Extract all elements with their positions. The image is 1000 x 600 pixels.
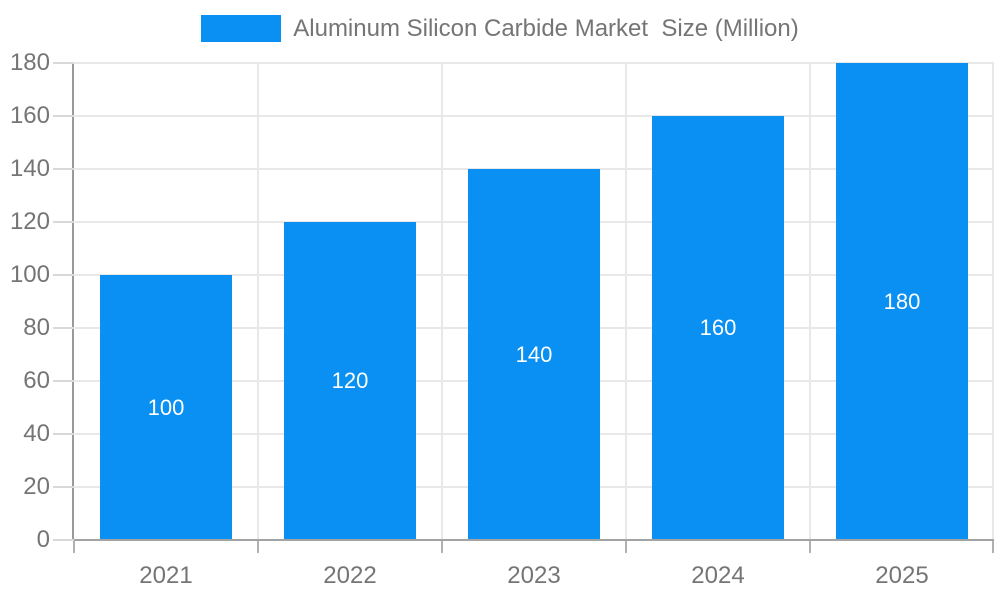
y-tick-label: 140 (9, 155, 50, 182)
bar-value-label: 180 (883, 288, 921, 314)
bar-value-label: 100 (147, 394, 185, 420)
y-tick (53, 486, 74, 488)
legend-swatch (201, 15, 282, 42)
y-tick-label: 80 (23, 314, 50, 341)
y-tick-label: 0 (36, 526, 50, 553)
gridline-v (257, 63, 259, 540)
x-tick (625, 541, 627, 553)
gridline-v (625, 63, 627, 540)
bar-value-label: 160 (699, 315, 737, 340)
bar: 100 (100, 275, 232, 540)
plot-area: 100 120 140 160 180 (74, 62, 994, 540)
y-tick-label: 180 (9, 49, 50, 76)
gridline-h (74, 62, 994, 64)
x-tick-label: 2022 (323, 562, 377, 589)
y-tick (53, 274, 74, 276)
bar: 160 (652, 116, 784, 540)
y-tick (53, 539, 74, 541)
gridline-h (74, 115, 994, 117)
x-tick-label: 2024 (691, 562, 745, 589)
y-tick-label: 160 (9, 102, 50, 129)
legend-label: Aluminum Silicon Carbide Market Size (Mi… (293, 15, 799, 42)
gridline-v (441, 63, 443, 540)
gridline-v (809, 63, 811, 540)
y-tick (53, 380, 74, 382)
x-tick-label: 2025 (875, 562, 929, 589)
bar-value-label: 120 (331, 368, 369, 393)
x-tick (73, 541, 75, 553)
gridline-v (992, 63, 994, 540)
y-tick-label: 40 (23, 420, 50, 447)
y-tick (53, 221, 74, 223)
y-tick-label: 20 (23, 473, 50, 500)
y-tick-label: 100 (9, 261, 50, 288)
x-axis (73, 539, 994, 541)
bar: 120 (284, 222, 416, 540)
x-tick (257, 541, 259, 553)
legend: Aluminum Silicon Carbide Market Size (Mi… (0, 15, 1000, 42)
y-tick (53, 62, 74, 64)
y-tick-label: 60 (23, 367, 50, 394)
y-tick (53, 115, 74, 117)
x-tick (441, 541, 443, 553)
x-tick-label: 2023 (507, 562, 561, 589)
x-tick (809, 541, 811, 553)
x-tick (992, 541, 994, 553)
bar: 180 (836, 63, 968, 540)
bar: 140 (468, 169, 600, 540)
y-tick (53, 327, 74, 329)
y-tick (53, 433, 74, 435)
y-axis (72, 63, 74, 540)
x-tick-label: 2021 (139, 562, 193, 589)
y-tick (53, 168, 74, 170)
bar-value-label: 140 (515, 341, 553, 367)
y-tick-label: 120 (9, 208, 50, 235)
